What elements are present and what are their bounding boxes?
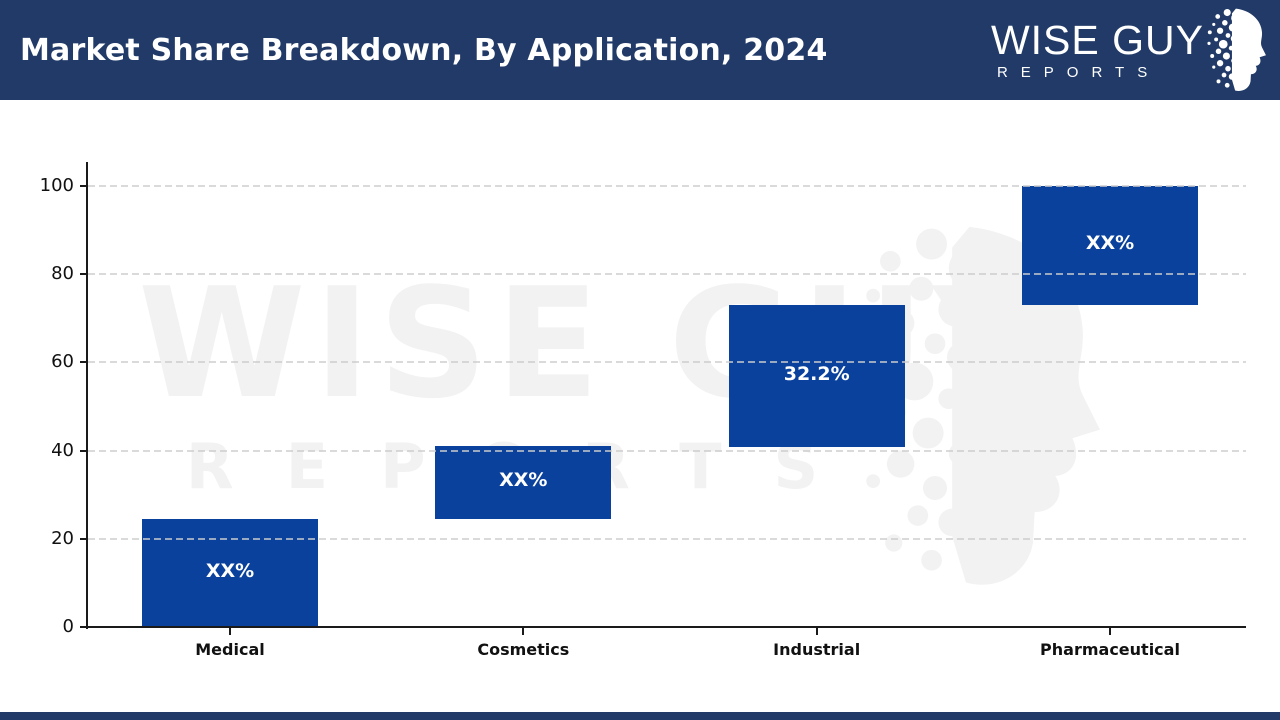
gridline	[88, 537, 1246, 540]
y-axis-tick-label: 100	[39, 175, 74, 196]
y-axis-tick	[80, 449, 88, 452]
gridline	[88, 273, 1246, 276]
x-axis-category-label: Pharmaceutical	[1040, 640, 1180, 659]
bar-pharmaceutical	[1022, 186, 1198, 305]
y-axis-spine	[86, 162, 88, 629]
header-bar: Market Share Breakdown, By Application, …	[0, 0, 1280, 100]
bar-cosmetics	[435, 446, 612, 519]
bar-value-label: XX%	[1085, 232, 1135, 255]
gridline	[88, 185, 1246, 187]
x-axis-tick	[522, 627, 525, 635]
footer-bar	[0, 712, 1280, 720]
x-axis-category-label: Cosmetics	[477, 640, 570, 659]
bar-value-label: 32.2%	[783, 362, 850, 385]
gridline	[88, 449, 1246, 452]
y-axis-tick	[80, 537, 88, 540]
y-axis-tick	[80, 273, 88, 276]
y-axis-tick	[80, 361, 88, 364]
x-axis-tick	[815, 627, 818, 635]
bar-value-label: XX%	[499, 469, 548, 492]
y-axis-tick-label: 40	[51, 439, 74, 461]
logo-subtitle: REPORTS	[996, 64, 1161, 81]
y-axis-tick-label: 60	[51, 351, 74, 373]
bar-value-label: XX%	[205, 559, 255, 582]
y-axis-tick-label: 0	[62, 616, 74, 637]
x-axis-spine	[86, 626, 1246, 628]
logo-wordmark: WISE GUY	[990, 17, 1204, 63]
y-axis-tick	[80, 185, 88, 187]
x-axis-category-label: Industrial	[773, 640, 861, 659]
y-axis-tick	[80, 626, 88, 628]
y-axis-tick-label: 20	[51, 527, 74, 549]
chart-title: Market Share Breakdown, By Application, …	[20, 32, 828, 68]
x-axis-category-label: Medical	[195, 640, 265, 659]
gridline	[88, 361, 1246, 364]
logo-text: WISE GUY REPORTS	[990, 17, 1204, 81]
bar-industrial	[728, 304, 905, 447]
wiseguy-face-watermark-icon	[845, 226, 1100, 585]
x-axis-tick	[1109, 627, 1111, 635]
bar-medical	[142, 518, 318, 627]
y-axis-tick-label: 80	[51, 263, 74, 285]
wiseguy-reports-logo: WISE GUY REPORTS	[991, 5, 1266, 95]
x-axis-tick	[229, 627, 231, 635]
wiseguy-face-icon	[1207, 8, 1266, 91]
